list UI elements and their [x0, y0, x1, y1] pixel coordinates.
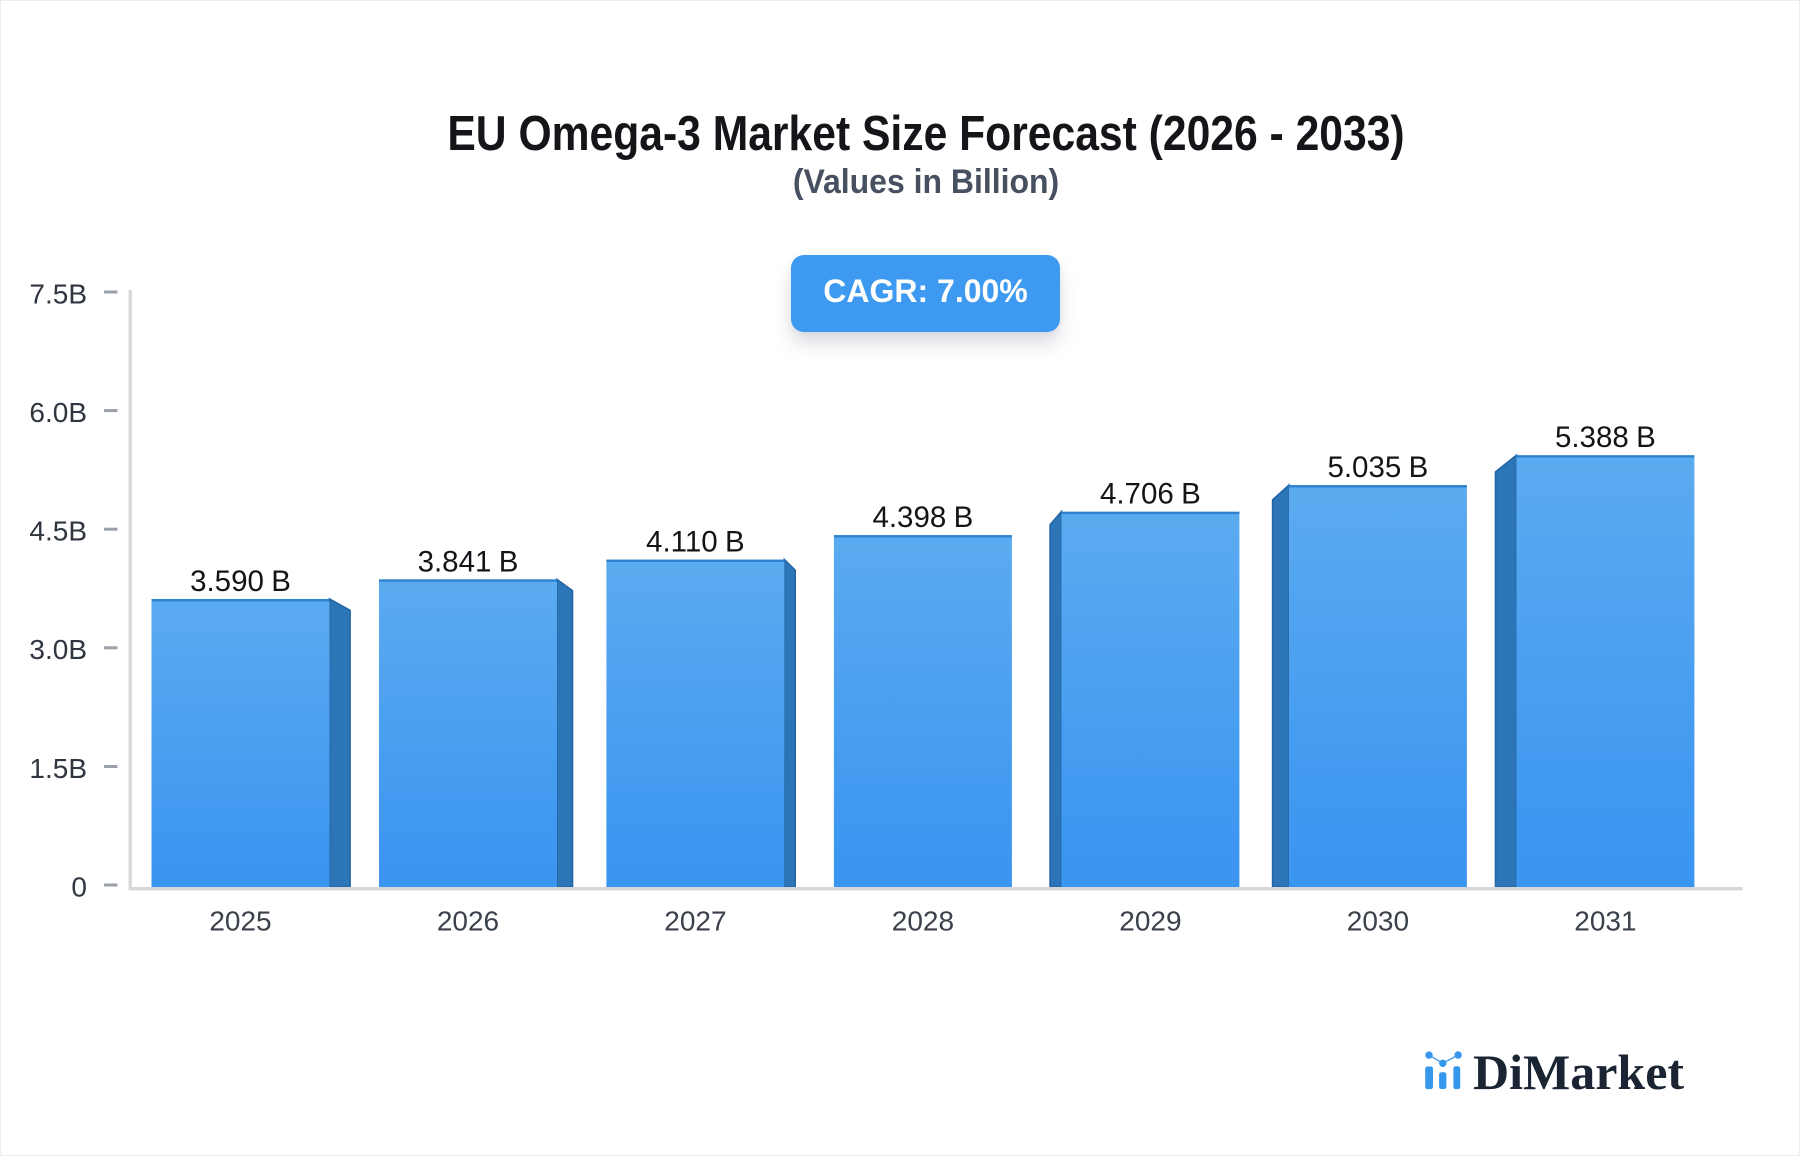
svg-text:7.5B: 7.5B: [29, 278, 87, 309]
svg-text:2031: 2031: [1574, 905, 1636, 936]
svg-text:4.5B: 4.5B: [29, 516, 87, 547]
svg-text:2025: 2025: [209, 905, 271, 936]
svg-text:2026: 2026: [437, 905, 499, 936]
svg-text:5.035 B: 5.035 B: [1327, 451, 1428, 484]
svg-text:3.841 B: 3.841 B: [418, 545, 519, 578]
svg-text:2028: 2028: [892, 905, 954, 936]
svg-text:4.706 B: 4.706 B: [1100, 478, 1201, 511]
svg-text:6.0B: 6.0B: [29, 397, 87, 428]
svg-text:4.398 B: 4.398 B: [872, 501, 973, 534]
svg-text:4.110 B: 4.110 B: [646, 526, 745, 559]
svg-text:DiMarket: DiMarket: [1473, 1044, 1684, 1100]
svg-text:3.0B: 3.0B: [29, 634, 87, 665]
svg-text:2030: 2030: [1347, 905, 1409, 936]
svg-text:2027: 2027: [664, 905, 726, 936]
svg-text:3.590 B: 3.590 B: [190, 565, 291, 598]
svg-text:2029: 2029: [1119, 905, 1181, 936]
svg-text:1.5B: 1.5B: [29, 753, 87, 784]
svg-text:5.388 B: 5.388 B: [1555, 421, 1656, 454]
svg-text:0: 0: [71, 871, 87, 902]
